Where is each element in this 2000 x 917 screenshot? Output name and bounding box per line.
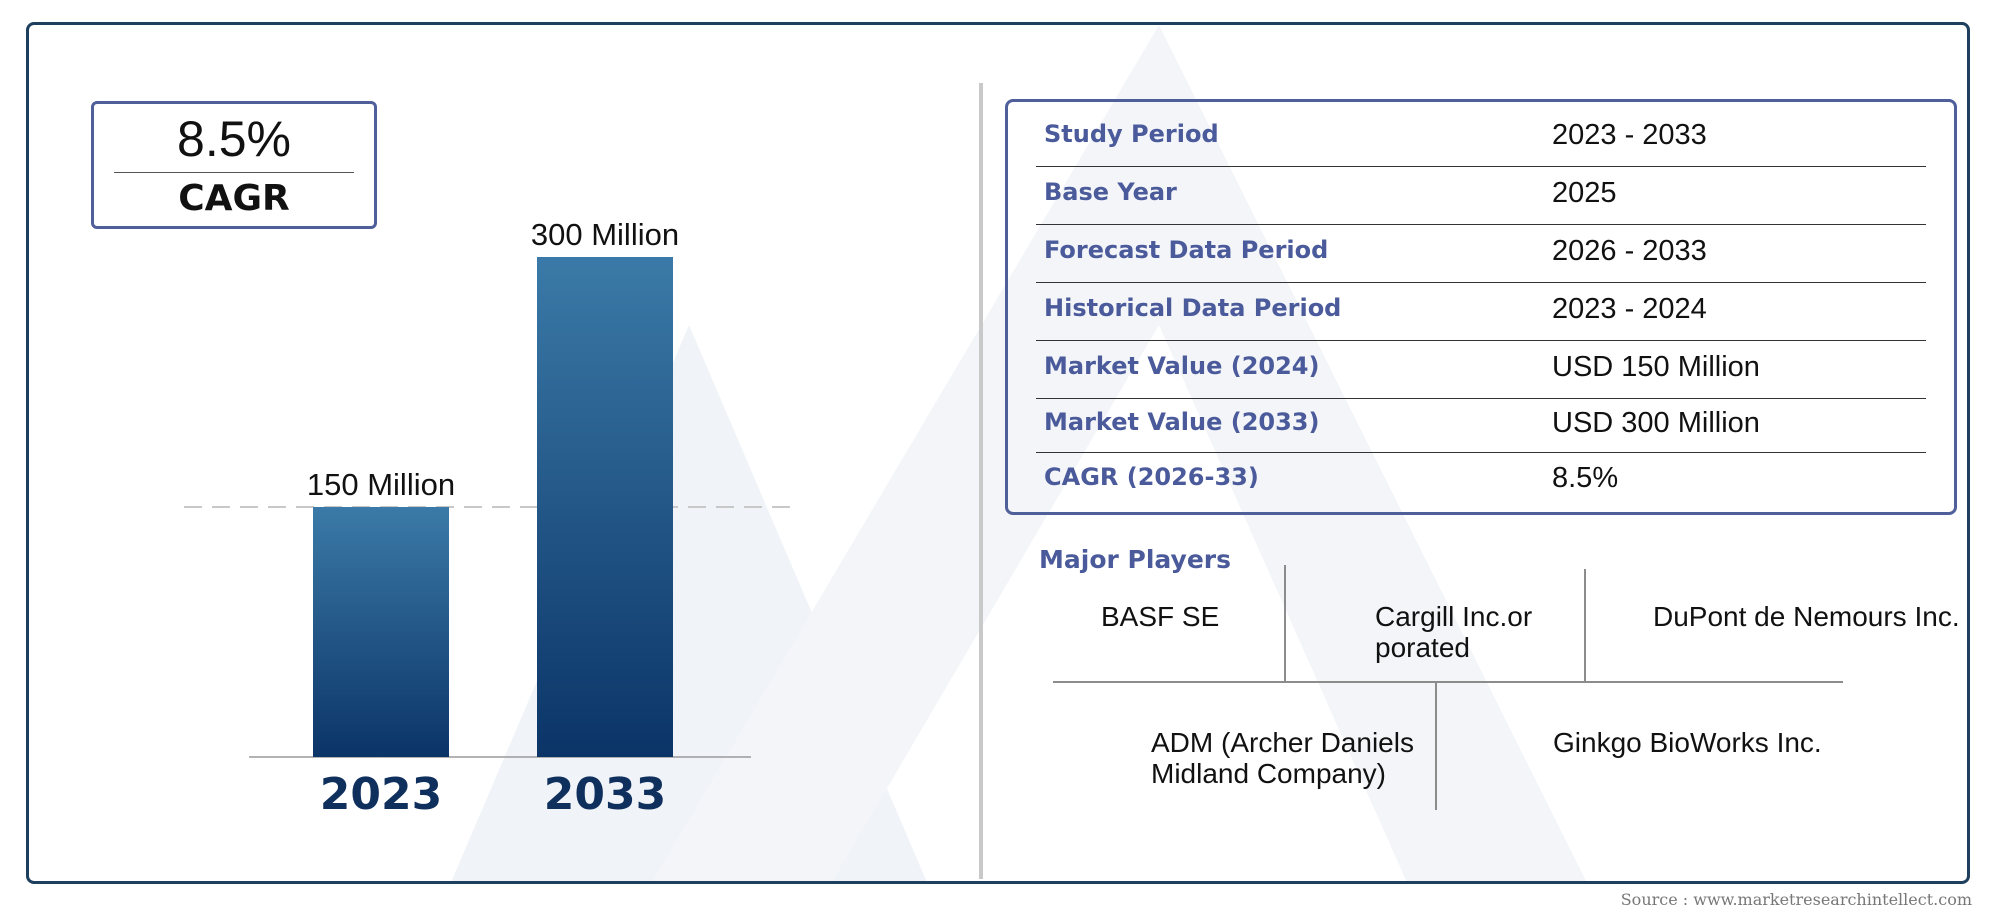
data-label: 150 Million bbox=[307, 467, 455, 502]
info-row-label: Base Year bbox=[1044, 178, 1177, 206]
cagr-value: 8.5% bbox=[177, 111, 291, 167]
info-row-value: 8.5% bbox=[1552, 462, 1619, 494]
market-info-table: Study Period 2023 - 2033 Base Year 2025 Fore… bbox=[1005, 99, 1957, 515]
info-row: CAGR (2026-33) 8.5% bbox=[1036, 452, 1926, 508]
source-note: Source : www.marketresearchintellect.com bbox=[1620, 890, 1972, 909]
info-row: Market Value (2033) USD 300 Million bbox=[1036, 398, 1926, 453]
bar-2033 bbox=[537, 257, 673, 757]
infographic-frame: 8.5% CAGR 150 Million 2023 300 Million 2033… bbox=[26, 22, 1970, 884]
player-ginkgo: Ginkgo BioWorks Inc. bbox=[1553, 727, 1822, 758]
major-players-title: Major Players bbox=[1039, 545, 1231, 574]
data-label: 300 Million bbox=[531, 217, 679, 252]
info-row-label: CAGR (2026-33) bbox=[1044, 463, 1259, 491]
info-row-value: USD 150 Million bbox=[1552, 351, 1760, 383]
category-label: 2033 bbox=[544, 769, 666, 820]
players-grid-line bbox=[1284, 565, 1286, 683]
info-row-label: Market Value (2033) bbox=[1044, 408, 1320, 436]
players-grid-line bbox=[1053, 681, 1843, 683]
info-row-value: 2025 bbox=[1552, 177, 1617, 209]
cagr-divider bbox=[114, 172, 354, 173]
cagr-label: CAGR bbox=[178, 178, 290, 219]
info-row: Forecast Data Period 2026 - 2033 bbox=[1036, 224, 1926, 283]
info-row: Historical Data Period 2023 - 2024 bbox=[1036, 282, 1926, 341]
info-row-value: 2023 - 2033 bbox=[1552, 119, 1707, 151]
info-row: Study Period 2023 - 2033 bbox=[1036, 108, 1926, 167]
players-grid-line bbox=[1435, 682, 1437, 810]
info-row-value: 2026 - 2033 bbox=[1552, 235, 1707, 267]
info-row-label: Historical Data Period bbox=[1044, 294, 1342, 322]
info-row-label: Study Period bbox=[1044, 120, 1219, 148]
players-grid-line bbox=[1584, 569, 1586, 683]
bar-2023 bbox=[313, 507, 449, 757]
info-row-label: Market Value (2024) bbox=[1044, 352, 1320, 380]
player-adm: ADM (Archer Daniels Midland Company) bbox=[1151, 727, 1414, 789]
player-cargill: Cargill Inc.orporated bbox=[1375, 601, 1533, 663]
bar-chart: 150 Million 2023 300 Million 2033 bbox=[184, 217, 791, 820]
info-row-value: USD 300 Million bbox=[1552, 407, 1760, 439]
info-row-value: 2023 - 2024 bbox=[1552, 293, 1707, 325]
player-dupont: DuPont de Nemours Inc. bbox=[1653, 601, 1960, 632]
info-row: Market Value (2024) USD 150 Million bbox=[1036, 340, 1926, 399]
player-basf: BASF SE bbox=[1101, 601, 1220, 632]
cagr-box: 8.5% CAGR bbox=[91, 101, 377, 229]
category-label: 2023 bbox=[320, 769, 442, 820]
info-row: Base Year 2025 bbox=[1036, 166, 1926, 225]
panel-divider bbox=[979, 83, 983, 879]
info-row-label: Forecast Data Period bbox=[1044, 236, 1329, 264]
